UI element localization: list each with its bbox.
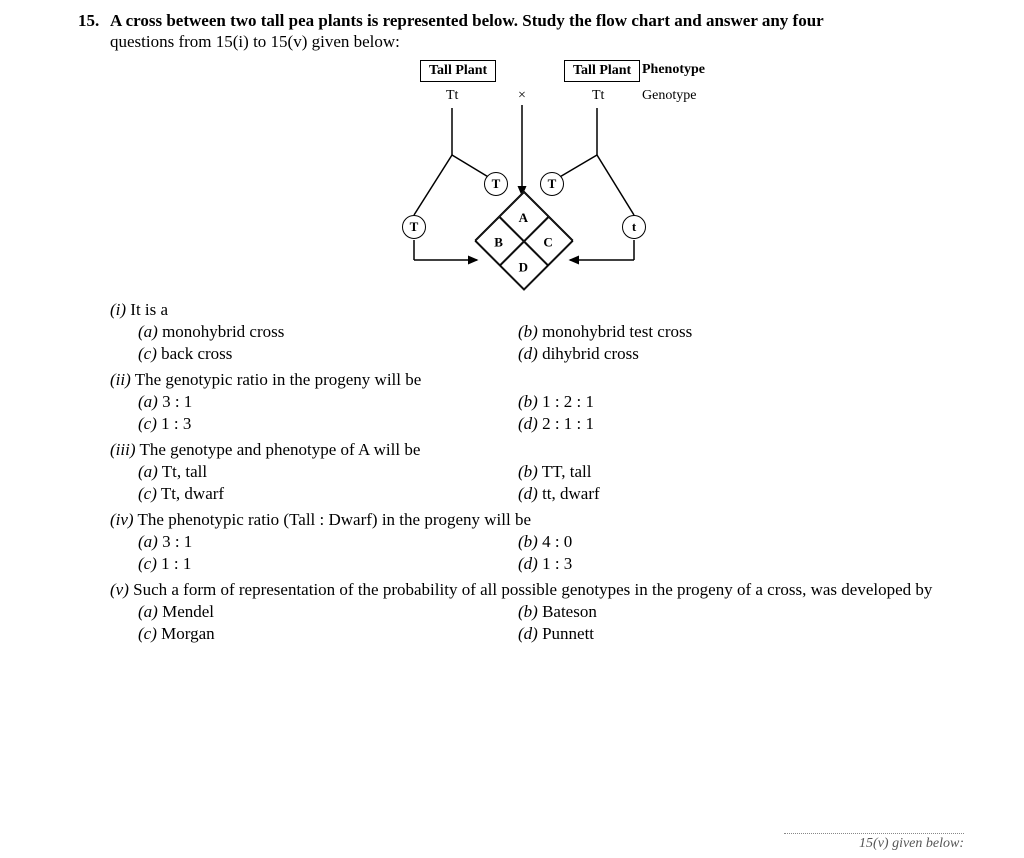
genetics-flowchart: Tall Plant Tall Plant Phenotype Tt Tt Ge… bbox=[342, 60, 742, 290]
opt-ii-c: (c) 1 : 3 bbox=[138, 414, 518, 434]
subquestion-ii: (ii) The genotypic ratio in the progeny … bbox=[110, 370, 974, 434]
opt-i-c: (c) back cross bbox=[138, 344, 518, 364]
stem-v: Such a form of representation of the pro… bbox=[133, 580, 932, 599]
question-number: 15. bbox=[78, 10, 110, 33]
phenotype-label: Phenotype bbox=[642, 62, 705, 78]
footer-partial-text: 15(v) given below: bbox=[784, 833, 964, 852]
opt-iii-b: (b) TT, tall bbox=[518, 462, 898, 482]
rn-iv: (iv) bbox=[110, 510, 134, 529]
opt-ii-b: (b) 1 : 2 : 1 bbox=[518, 392, 898, 412]
gamete-bottom-right: t bbox=[622, 215, 646, 239]
parent-left-genotype: Tt bbox=[446, 88, 458, 104]
gamete-top-right: T bbox=[540, 172, 564, 196]
opt-iii-a: (a) Tt, tall bbox=[138, 462, 518, 482]
opt-ii-a: (a) 3 : 1 bbox=[138, 392, 518, 412]
opt-iv-b: (b) 4 : 0 bbox=[518, 532, 898, 552]
opt-v-b: (b) Bateson bbox=[518, 602, 898, 622]
opt-iv-d: (d) 1 : 3 bbox=[518, 554, 898, 574]
subquestion-iii: (iii) The genotype and phenotype of A wi… bbox=[110, 440, 974, 504]
stem-ii: The genotypic ratio in the progeny will … bbox=[135, 370, 422, 389]
gamete-bottom-left: T bbox=[402, 215, 426, 239]
stem-iv: The phenotypic ratio (Tall : Dwarf) in t… bbox=[138, 510, 531, 529]
genotype-label: Genotype bbox=[642, 88, 696, 104]
subquestion-v: (v) Such a form of representation of the… bbox=[110, 580, 974, 644]
opt-i-d: (d) dihybrid cross bbox=[518, 344, 898, 364]
opt-iv-a: (a) 3 : 1 bbox=[138, 532, 518, 552]
question-line1: A cross between two tall pea plants is r… bbox=[110, 11, 824, 30]
opt-i-b: (b) monohybrid test cross bbox=[518, 322, 898, 342]
question-line2: questions from 15(i) to 15(v) given belo… bbox=[110, 31, 974, 54]
opt-i-a: (a) monohybrid cross bbox=[138, 322, 518, 342]
opt-v-c: (c) Morgan bbox=[138, 624, 518, 644]
question-header: 15.A cross between two tall pea plants i… bbox=[110, 10, 974, 54]
opt-iii-c: (c) Tt, dwarf bbox=[138, 484, 518, 504]
punnett-d: D bbox=[507, 249, 540, 284]
page-content: 15.A cross between two tall pea plants i… bbox=[0, 0, 1024, 644]
gamete-top-left: T bbox=[484, 172, 508, 196]
opt-ii-d: (d) 2 : 1 : 1 bbox=[518, 414, 898, 434]
subquestion-i: (i) It is a (a) monohybrid cross (b) mon… bbox=[110, 300, 974, 364]
stem-iii: The genotype and phenotype of A will be bbox=[139, 440, 420, 459]
rn-ii: (ii) bbox=[110, 370, 131, 389]
rn-iii: (iii) bbox=[110, 440, 136, 459]
parent-right-phenotype-box: Tall Plant bbox=[564, 60, 640, 82]
subquestion-iv: (iv) The phenotypic ratio (Tall : Dwarf)… bbox=[110, 510, 974, 574]
opt-v-a: (a) Mendel bbox=[138, 602, 518, 622]
opt-iv-c: (c) 1 : 1 bbox=[138, 554, 518, 574]
opt-v-d: (d) Punnett bbox=[518, 624, 898, 644]
rn-i: (i) bbox=[110, 300, 126, 319]
cross-symbol: × bbox=[518, 88, 526, 104]
stem-i: It is a bbox=[130, 300, 168, 319]
parent-left-phenotype-box: Tall Plant bbox=[420, 60, 496, 82]
rn-v: (v) bbox=[110, 580, 129, 599]
parent-right-genotype: Tt bbox=[592, 88, 604, 104]
opt-iii-d: (d) tt, dwarf bbox=[518, 484, 898, 504]
